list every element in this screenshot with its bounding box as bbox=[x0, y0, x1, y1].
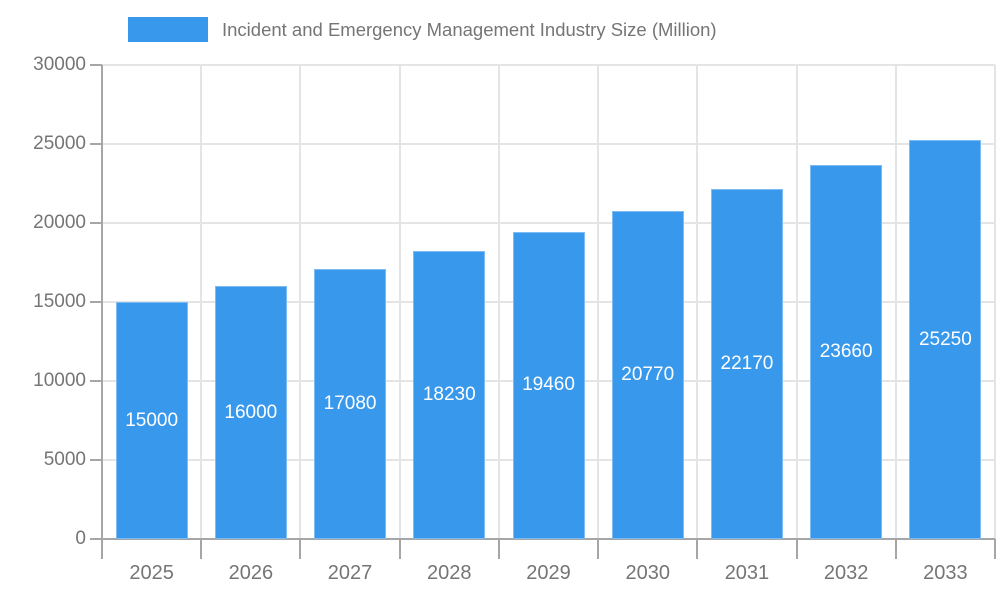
bar-value-label: 18230 bbox=[422, 383, 476, 405]
bar-2028[interactable]: 18230 bbox=[413, 250, 486, 539]
y-axis-tick-label: 25000 bbox=[33, 133, 86, 154]
x-axis-tick bbox=[398, 539, 401, 559]
y-axis-tick-label: 30000 bbox=[33, 54, 86, 75]
bar-2027[interactable]: 17080 bbox=[314, 269, 387, 539]
x-axis-tick bbox=[696, 539, 699, 559]
x-gridline bbox=[597, 65, 600, 539]
bar-2030[interactable]: 20770 bbox=[611, 210, 684, 539]
bar-value-label: 20770 bbox=[621, 363, 675, 385]
x-gridline bbox=[994, 65, 996, 539]
y-axis-tick-label: 5000 bbox=[43, 449, 86, 470]
y-axis-tick bbox=[90, 380, 102, 382]
bar-value-label: 16000 bbox=[224, 401, 278, 423]
bar-2026[interactable]: 16000 bbox=[214, 286, 287, 539]
x-axis-tick bbox=[994, 539, 996, 559]
bar-value-label: 25250 bbox=[918, 328, 972, 350]
x-axis-tick bbox=[299, 539, 302, 559]
y-axis-tick-label: 15000 bbox=[33, 291, 86, 312]
y-axis-tick-label: 20000 bbox=[33, 212, 86, 233]
x-gridline bbox=[795, 65, 798, 539]
x-axis-tick bbox=[894, 539, 897, 559]
bar-2033[interactable]: 25250 bbox=[909, 140, 982, 539]
y-axis-tick-label: 10000 bbox=[33, 370, 86, 391]
x-axis-tick-label: 2031 bbox=[724, 562, 770, 584]
x-axis-tick-label: 2030 bbox=[625, 562, 670, 584]
x-axis-tick-label: 2025 bbox=[129, 562, 174, 584]
y-axis-tick-label: 0 bbox=[75, 528, 86, 549]
x-gridline bbox=[497, 65, 500, 539]
y-gridline bbox=[102, 222, 995, 224]
bar-2032[interactable]: 23660 bbox=[810, 165, 883, 539]
y-axis-tick bbox=[90, 222, 102, 224]
bar-value-label: 19460 bbox=[522, 374, 575, 396]
x-axis-tick bbox=[597, 539, 600, 559]
x-axis-tick-label: 2026 bbox=[228, 562, 274, 584]
bar-value-label: 23660 bbox=[819, 341, 873, 363]
bar-2029[interactable]: 19460 bbox=[512, 231, 585, 539]
x-gridline bbox=[894, 65, 897, 539]
y-axis-tick bbox=[90, 459, 102, 461]
x-axis-tick bbox=[497, 539, 500, 559]
x-axis-tick bbox=[200, 539, 203, 559]
bar-2031[interactable]: 22170 bbox=[710, 188, 783, 539]
y-gridline bbox=[102, 143, 995, 145]
x-gridline bbox=[200, 65, 203, 539]
y-axis-tick bbox=[90, 143, 102, 145]
y-axis-tick bbox=[90, 301, 102, 303]
y-axis-line bbox=[101, 65, 103, 559]
legend-label: Incident and Emergency Management Indust… bbox=[222, 18, 717, 40]
x-gridline bbox=[696, 65, 699, 539]
bar-2025[interactable]: 15000 bbox=[115, 302, 188, 539]
x-axis-tick-label: 2029 bbox=[526, 562, 571, 584]
x-axis-tick-label: 2028 bbox=[427, 562, 472, 584]
y-gridline bbox=[102, 64, 995, 66]
x-axis-line bbox=[90, 538, 995, 540]
legend-swatch-icon bbox=[128, 17, 208, 42]
bar-value-label: 22170 bbox=[720, 352, 774, 374]
bar-value-label: 15000 bbox=[125, 409, 179, 431]
x-gridline bbox=[398, 65, 401, 539]
x-axis-tick bbox=[795, 539, 798, 559]
x-axis-tick-label: 2033 bbox=[923, 562, 968, 584]
x-axis-tick-label: 2032 bbox=[823, 562, 869, 584]
x-gridline bbox=[299, 65, 302, 539]
chart-legend[interactable]: Incident and Emergency Management Indust… bbox=[128, 17, 717, 42]
x-axis-tick-label: 2027 bbox=[327, 562, 373, 584]
y-axis-tick bbox=[90, 64, 102, 66]
bar-value-label: 17080 bbox=[323, 393, 377, 415]
